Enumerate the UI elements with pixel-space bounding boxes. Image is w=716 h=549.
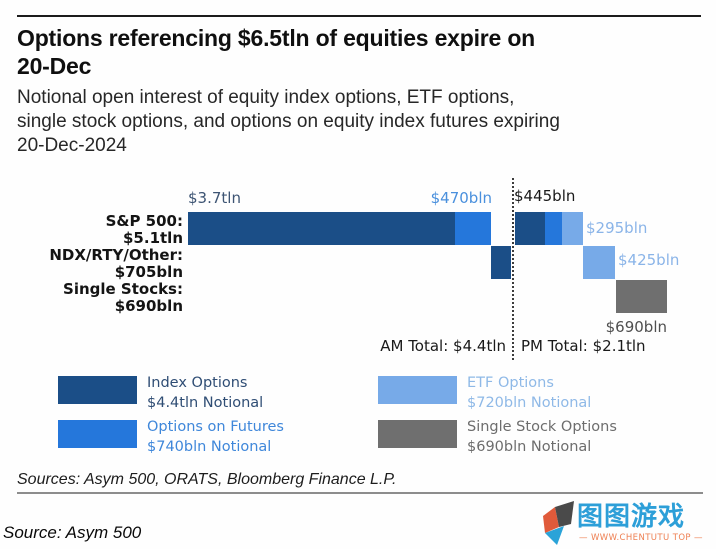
value-label: $295bln [586, 219, 648, 237]
legend-label-line2: $740bln Notional [147, 439, 272, 455]
legend-label-options_on_futures: Options on Futures $740bln Notional [147, 417, 284, 457]
legend-label-line1: Index Options [147, 375, 248, 391]
page-title: Options referencing $6.5tln of equities … [17, 24, 697, 80]
row-label-line1: Single Stocks: [63, 280, 183, 298]
am-total-label: AM Total: $4.4tln [380, 337, 506, 355]
legend-swatch-index_options [58, 376, 137, 404]
sources-rule [17, 492, 703, 494]
row-label: Single Stocks: $690bln [63, 281, 183, 314]
row-label-line1: S&P 500: [105, 212, 183, 230]
subtitle-line-1: Notional open interest of equity index o… [17, 87, 515, 108]
watermark-site-text: — WWW.CHENTUTU TOP — [579, 533, 703, 543]
top-rule [17, 15, 701, 17]
bar-segment-single_stock_options [616, 280, 667, 313]
legend-label-index_options: Index Options $4.4tln Notional [147, 373, 263, 413]
legend-label-etf_options: ETF Options $720bln Notional [467, 373, 591, 413]
subtitle-line-3: 20-Dec-2024 [17, 135, 127, 156]
bar-segment-options_on_futures [455, 212, 491, 245]
watermark-cube-icon [543, 501, 574, 545]
title-line-2: 20-Dec [17, 53, 92, 79]
legend-label-line2: $720bln Notional [467, 395, 592, 411]
sources-note: Sources: Asym 500, ORATS, Bloomberg Fina… [17, 471, 397, 488]
value-label: $470bln [430, 189, 492, 207]
legend-swatch-etf_options [378, 376, 457, 404]
row-label: S&P 500: $5.1tln [106, 213, 183, 246]
value-label: $445bln [514, 187, 576, 205]
legend-swatch-single_stock_options [378, 420, 457, 448]
value-label: $690bln [605, 318, 667, 336]
bar-segment-options_on_futures [545, 212, 562, 245]
legend-label-line2: $690bln Notional [467, 439, 592, 455]
row-label-line2: $5.1tln [123, 228, 183, 247]
subtitle-line-2: single stock options, and options on equ… [17, 111, 560, 132]
am-pm-divider-line [512, 178, 514, 360]
legend-swatch-options_on_futures [58, 420, 137, 448]
value-label: $425bln [618, 251, 680, 269]
footer-source: Source: Asym 500 [3, 523, 142, 542]
bar-segment-index_options [491, 246, 511, 279]
legend-label-line2: $4.4tln Notional [147, 395, 264, 411]
bar-segment-etf_options [583, 246, 615, 279]
legend-label-single_stock_options: Single Stock Options $690bln Notional [467, 417, 617, 457]
legend-label-line1: Options on Futures [147, 419, 284, 435]
value-label: $3.7tln [188, 189, 241, 207]
row-label-line2: $705bln [114, 262, 183, 281]
pm-total-label: PM Total: $2.1tln [521, 337, 646, 355]
title-line-1: Options referencing $6.5tln of equities … [17, 25, 536, 51]
row-label: NDX/RTY/Other: $705bln [49, 247, 183, 280]
row-label-line1: NDX/RTY/Other: [49, 246, 183, 264]
watermark: 图图游戏 — WWW.CHENTUTU TOP — [540, 496, 710, 548]
bar-segment-index_options [188, 212, 455, 245]
chart-subtitle: Notional open interest of equity index o… [17, 86, 707, 158]
legend-label-line1: ETF Options [467, 375, 554, 391]
bar-segment-index_options [515, 212, 545, 245]
watermark-brand-text: 图图游戏 [577, 502, 686, 532]
bar-segment-etf_options [562, 212, 583, 245]
row-label-line2: $690bln [114, 296, 183, 315]
legend-label-line1: Single Stock Options [467, 419, 617, 435]
